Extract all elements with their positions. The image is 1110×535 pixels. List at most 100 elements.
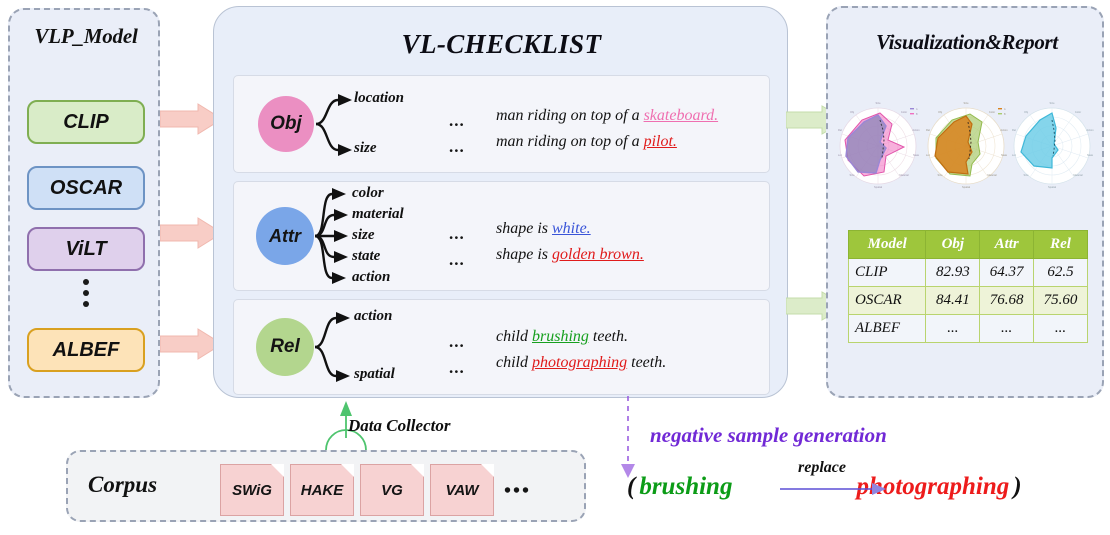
cell-model: ALBEF	[847, 314, 927, 343]
results-table: Model Obj Attr Rel CLIP 82.93 64.37 62.5…	[847, 230, 1088, 343]
vl-checklist-title: VL-CHECKLIST	[401, 29, 602, 59]
node-circle-rel[interactable]: Rel	[256, 318, 314, 376]
corpus-doc-label: VG	[381, 481, 403, 499]
corpus-doc-vg[interactable]: VG	[360, 464, 424, 516]
example-sentence-rel-negative: child photographing teeth.	[496, 354, 666, 372]
branch-label-location: location	[354, 90, 405, 106]
svg-text:Obj: Obj	[938, 110, 942, 114]
cell-model: OSCAR	[847, 286, 927, 315]
example-sentence-obj-negative: man riding on top of a pilot.	[496, 133, 677, 151]
sentence-highlight: skateboard.	[643, 107, 719, 124]
svg-text:B: B	[916, 113, 918, 116]
sentence-highlight: pilot.	[643, 133, 677, 150]
example-sentence-attr-negative: shape is golden brown.	[496, 246, 644, 264]
branch-label-material: material	[352, 206, 404, 222]
branch-connectors-rel	[314, 312, 350, 382]
svg-text:A: A	[1004, 108, 1006, 111]
branch-connectors-obj	[315, 94, 352, 156]
node-circle-attr[interactable]: Attr	[256, 207, 314, 265]
svg-text:Color: Color	[901, 110, 907, 114]
node-label-rel: Rel	[270, 336, 300, 357]
svg-text:Color: Color	[1075, 110, 1081, 114]
branch-label-state: state	[352, 248, 381, 264]
data-collector-arrow-icon	[325, 401, 367, 451]
svg-text:Loc: Loc	[838, 153, 843, 157]
branch-label-spatial: spatial	[354, 366, 395, 382]
sentence-highlight: golden brown.	[552, 246, 644, 263]
node-circle-obj[interactable]: Obj	[258, 96, 314, 152]
corpus-panel: Corpus SWiG HAKE VG VAW •••	[66, 450, 586, 522]
model-box-vilt[interactable]: ViLT	[27, 227, 145, 271]
branch-label-action: action	[354, 308, 393, 324]
sentence-prefix: shape is	[496, 246, 552, 263]
corpus-doc-swig[interactable]: SWiG	[220, 464, 284, 516]
radar-chart-2[interactable]: Size Color Action State Material Spatial Siz…	[926, 100, 1012, 192]
checklist-row-rel: Rel action spatial ... ... child brushin…	[233, 299, 770, 395]
table-header-row: Model Obj Attr Rel	[847, 230, 1088, 259]
corpus-doc-hake[interactable]: HAKE	[290, 464, 354, 516]
svg-text:B: B	[1004, 113, 1006, 116]
example-ellipsis: ...	[449, 250, 465, 269]
svg-text:Size: Size	[875, 101, 881, 105]
svg-text:Material: Material	[987, 173, 997, 177]
table-row: ALBEF ... ... ...	[847, 314, 1088, 343]
negative-sample-dashed-arrow-icon	[621, 396, 635, 478]
table-header-attr: Attr	[979, 230, 1035, 259]
branch-label-size: size	[354, 140, 377, 156]
node-label-attr: Attr	[269, 225, 301, 246]
negative-sample-label: negative sample generation	[650, 423, 887, 447]
corpus-doc-label: SWiG	[232, 481, 272, 499]
corpus-label: Corpus	[88, 472, 158, 497]
vlp-model-title: VLP_Model	[34, 24, 138, 48]
svg-text:Color: Color	[989, 110, 995, 114]
svg-text:Size: Size	[849, 173, 855, 177]
cell-attr: ...	[979, 314, 1035, 343]
svg-text:Action: Action	[1086, 128, 1094, 132]
svg-text:Spatial: Spatial	[962, 185, 970, 189]
target-word: photographing	[856, 473, 1010, 500]
sentence-suffix: teeth.	[588, 328, 628, 345]
replace-operation-label: replace	[798, 459, 846, 476]
example-sentence-obj-positive: man riding on top of a skateboard.	[496, 107, 718, 125]
negative-sample-expression: ( brushing photographing )	[627, 473, 1022, 501]
sentence-prefix: shape is	[496, 220, 552, 237]
example-ellipsis: ...	[449, 332, 465, 351]
cell-obj: 82.93	[925, 258, 981, 287]
svg-text:A: A	[916, 108, 918, 111]
corpus-doc-label: HAKE	[300, 481, 344, 499]
branch-label-color: color	[352, 185, 384, 201]
sentence-prefix: child	[496, 328, 532, 345]
model-label-oscar: OSCAR	[49, 176, 123, 199]
cell-attr: 76.68	[979, 286, 1035, 315]
vl-checklist-panel: VL-CHECKLIST Obj location size ... ... m…	[213, 6, 788, 398]
model-label-clip: CLIP	[63, 110, 109, 133]
corpus-doc-vaw[interactable]: VAW	[430, 464, 494, 516]
vertical-ellipsis-icon	[10, 274, 162, 312]
sentence-prefix: child	[496, 354, 532, 371]
model-box-albef[interactable]: ALBEF	[27, 328, 145, 372]
svg-text:Rel: Rel	[838, 128, 842, 132]
svg-text:Size: Size	[937, 173, 943, 177]
data-collector-label: Data Collector	[348, 416, 451, 435]
cell-rel: ...	[1033, 314, 1088, 343]
svg-text:Loc: Loc	[1012, 153, 1017, 157]
model-box-clip[interactable]: CLIP	[27, 100, 145, 144]
corpus-doc-label: VAW	[445, 481, 479, 499]
radar-chart-3[interactable]: Size Color Action State Material Spatial Siz…	[1012, 100, 1098, 192]
cell-rel: 62.5	[1033, 258, 1088, 287]
visualization-report-title: Visualization&Report	[876, 30, 1058, 54]
example-ellipsis: ...	[449, 224, 465, 243]
svg-text:Obj: Obj	[1024, 110, 1028, 114]
visualization-report-panel: Visualization&Report Siz	[826, 6, 1104, 398]
svg-text:Obj: Obj	[850, 110, 854, 114]
model-box-oscar[interactable]: OSCAR	[27, 166, 145, 210]
cell-obj: 84.41	[925, 286, 981, 315]
radar-chart-1[interactable]: Size Color Action State Material Spatial Siz…	[838, 100, 924, 192]
cell-obj: ...	[925, 314, 981, 343]
svg-text:Material: Material	[1073, 173, 1083, 177]
svg-text:Size: Size	[1023, 173, 1029, 177]
cell-rel: 75.60	[1033, 286, 1088, 315]
sentence-suffix: teeth.	[627, 354, 667, 371]
table-header-model: Model	[847, 230, 927, 259]
